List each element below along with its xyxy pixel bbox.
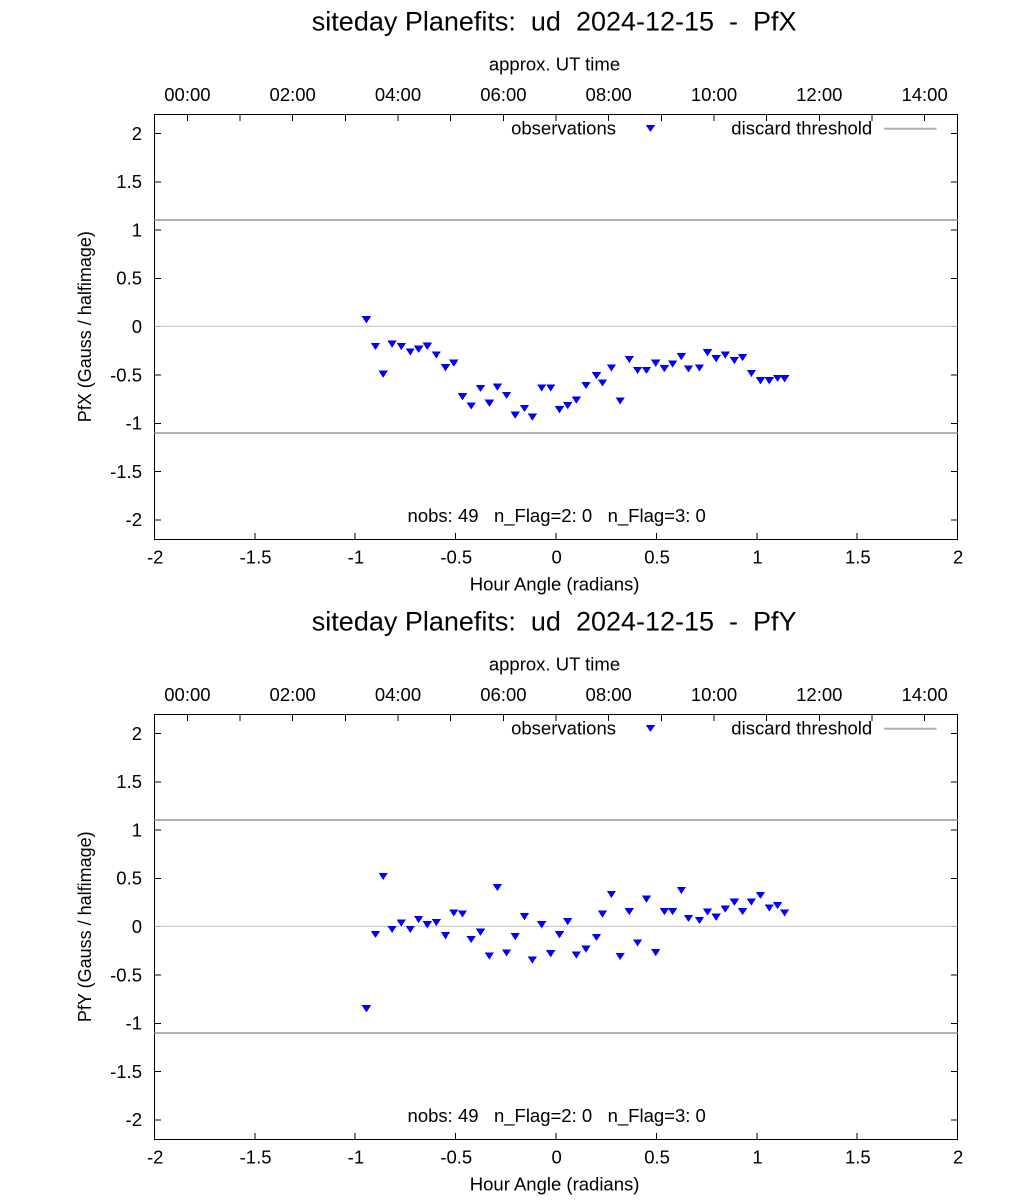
svg-text:1.5: 1.5 <box>116 171 142 192</box>
svg-text:PfY (Gauss / halfimage): PfY (Gauss / halfimage) <box>75 831 95 1022</box>
svg-text:0: 0 <box>132 316 142 337</box>
svg-text:06:00: 06:00 <box>480 84 526 105</box>
svg-text:00:00: 00:00 <box>164 684 210 705</box>
svg-text:nobs: 49 n_Flag=2: 0 n_Fla: nobs: 49 n_Flag=2: 0 n_Flag=3: 0 <box>408 1105 706 1127</box>
svg-text:1: 1 <box>752 547 762 568</box>
svg-text:-0.5: -0.5 <box>110 364 142 385</box>
svg-text:0.5: 0.5 <box>116 268 142 289</box>
svg-text:-0.5: -0.5 <box>440 1147 472 1168</box>
svg-text:-2: -2 <box>147 547 163 568</box>
svg-text:0.5: 0.5 <box>644 547 670 568</box>
svg-text:0: 0 <box>132 916 142 937</box>
svg-text:0: 0 <box>552 1147 562 1168</box>
svg-text:-2: -2 <box>147 1147 163 1168</box>
svg-text:-1.5: -1.5 <box>110 1061 142 1082</box>
svg-text:02:00: 02:00 <box>270 684 316 705</box>
svg-text:siteday Planefits: ud 2024-1: siteday Planefits: ud 2024-12-15 - PfX <box>312 7 797 37</box>
svg-text:Hour Angle (radians): Hour Angle (radians) <box>470 1174 640 1195</box>
svg-text:siteday Planefits: ud 2024-1: siteday Planefits: ud 2024-12-15 - PfY <box>312 607 797 637</box>
svg-text:PfX (Gauss / halfimage): PfX (Gauss / halfimage) <box>75 231 95 422</box>
svg-text:06:00: 06:00 <box>480 684 526 705</box>
svg-text:nobs: 49 n_Flag=2: 0 n_Fla: nobs: 49 n_Flag=2: 0 n_Flag=3: 0 <box>408 505 706 527</box>
svg-text:08:00: 08:00 <box>586 684 632 705</box>
svg-text:-1.5: -1.5 <box>240 1147 272 1168</box>
svg-text:1: 1 <box>752 1147 762 1168</box>
svg-text:observations: observations <box>511 117 616 138</box>
svg-text:-2: -2 <box>126 1109 142 1130</box>
svg-text:1.5: 1.5 <box>116 771 142 792</box>
svg-text:Hour Angle (radians): Hour Angle (radians) <box>470 574 640 595</box>
svg-text:-1.5: -1.5 <box>110 461 142 482</box>
svg-text:04:00: 04:00 <box>375 84 421 105</box>
svg-text:2: 2 <box>953 547 963 568</box>
svg-text:-1: -1 <box>126 413 142 434</box>
svg-text:approx. UT time: approx. UT time <box>489 653 620 674</box>
svg-text:2: 2 <box>132 123 142 144</box>
svg-text:-1: -1 <box>348 547 364 568</box>
svg-text:1: 1 <box>132 219 142 240</box>
svg-text:observations: observations <box>511 717 616 738</box>
svg-text:14:00: 14:00 <box>901 684 947 705</box>
svg-text:04:00: 04:00 <box>375 684 421 705</box>
svg-text:-0.5: -0.5 <box>440 547 472 568</box>
svg-text:discard threshold: discard threshold <box>731 717 872 738</box>
svg-text:02:00: 02:00 <box>270 84 316 105</box>
svg-text:08:00: 08:00 <box>586 84 632 105</box>
svg-text:14:00: 14:00 <box>901 84 947 105</box>
svg-text:-0.5: -0.5 <box>110 964 142 985</box>
svg-text:2: 2 <box>953 1147 963 1168</box>
svg-text:0.5: 0.5 <box>116 868 142 889</box>
svg-text:2: 2 <box>132 723 142 744</box>
svg-text:-1: -1 <box>348 1147 364 1168</box>
svg-text:1: 1 <box>132 819 142 840</box>
svg-text:00:00: 00:00 <box>164 84 210 105</box>
svg-text:approx. UT time: approx. UT time <box>489 53 620 74</box>
svg-text:discard threshold: discard threshold <box>731 117 872 138</box>
svg-text:0: 0 <box>552 547 562 568</box>
svg-text:12:00: 12:00 <box>796 84 842 105</box>
svg-text:10:00: 10:00 <box>691 84 737 105</box>
svg-text:12:00: 12:00 <box>796 684 842 705</box>
svg-text:-2: -2 <box>126 509 142 530</box>
svg-text:10:00: 10:00 <box>691 684 737 705</box>
svg-text:0.5: 0.5 <box>644 1147 670 1168</box>
svg-text:1.5: 1.5 <box>845 1147 871 1168</box>
svg-text:-1.5: -1.5 <box>240 547 272 568</box>
svg-text:1.5: 1.5 <box>845 547 871 568</box>
svg-text:-1: -1 <box>126 1013 142 1034</box>
